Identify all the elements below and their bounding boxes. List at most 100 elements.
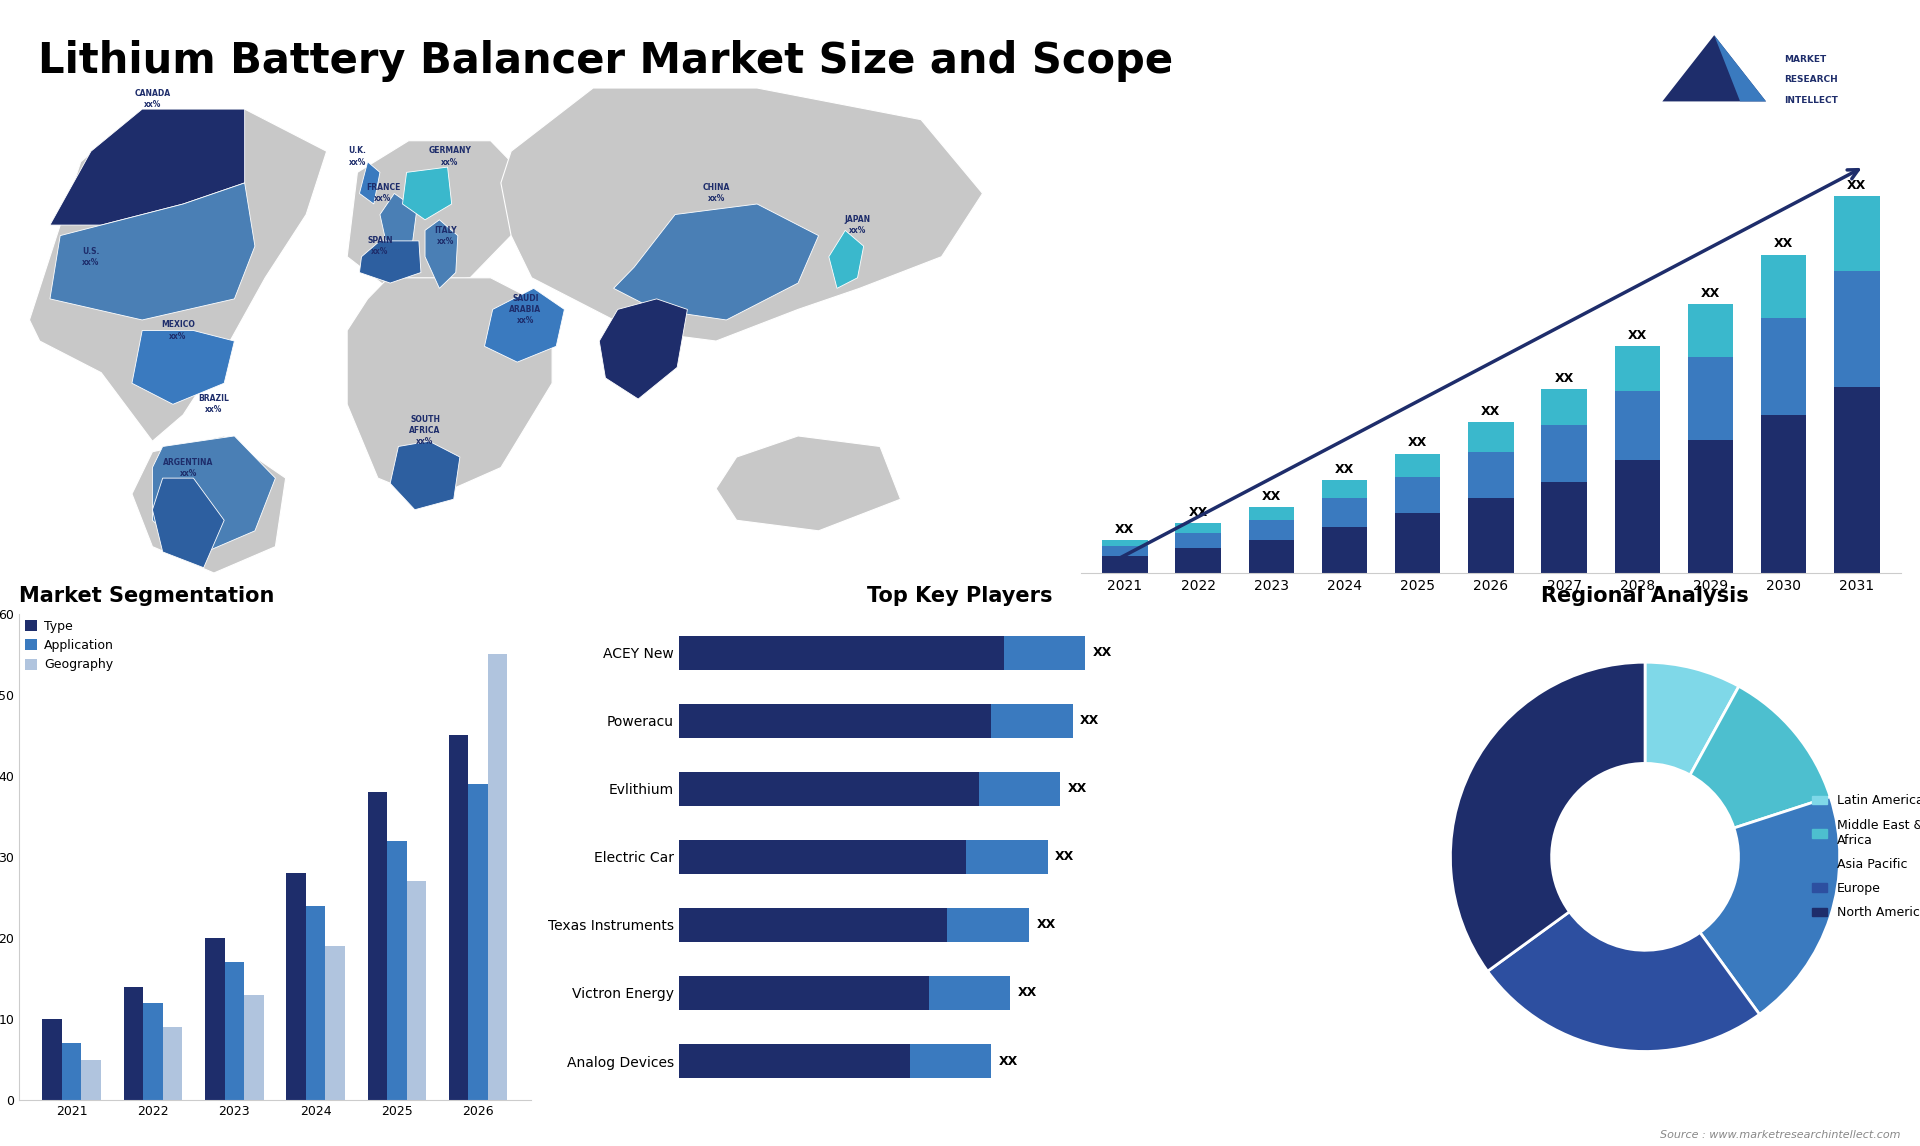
Polygon shape bbox=[380, 194, 417, 251]
Text: Source : www.marketresearchintellect.com: Source : www.marketresearchintellect.com bbox=[1661, 1130, 1901, 1140]
Bar bbox=[144, 1003, 163, 1100]
Text: XX: XX bbox=[1407, 437, 1427, 449]
Polygon shape bbox=[348, 277, 553, 500]
Wedge shape bbox=[1488, 912, 1759, 1052]
Text: XX: XX bbox=[1054, 850, 1075, 863]
Bar bbox=[1175, 524, 1221, 533]
Text: XX: XX bbox=[1116, 523, 1135, 535]
Bar bbox=[388, 841, 407, 1100]
Text: XX: XX bbox=[1092, 646, 1112, 659]
Legend: Latin America, Middle East &
Africa, Asia Pacific, Europe, North America: Latin America, Middle East & Africa, Asi… bbox=[1807, 790, 1920, 925]
Polygon shape bbox=[614, 204, 818, 320]
Bar bbox=[1248, 507, 1294, 520]
Bar bbox=[1542, 388, 1586, 425]
Wedge shape bbox=[1690, 686, 1830, 827]
Text: XX: XX bbox=[1847, 179, 1866, 193]
Text: XX: XX bbox=[1334, 463, 1354, 476]
Bar bbox=[1542, 425, 1586, 481]
Bar bbox=[678, 704, 991, 738]
Wedge shape bbox=[1450, 662, 1645, 972]
Text: XX: XX bbox=[1628, 329, 1647, 342]
Polygon shape bbox=[716, 435, 900, 531]
Bar bbox=[305, 905, 324, 1100]
Polygon shape bbox=[424, 220, 457, 289]
Bar bbox=[1615, 391, 1661, 461]
Text: SOUTH
AFRICA
xx%: SOUTH AFRICA xx% bbox=[409, 415, 442, 446]
Bar bbox=[1004, 636, 1085, 669]
Polygon shape bbox=[152, 435, 275, 557]
Text: MARKET: MARKET bbox=[1784, 55, 1826, 64]
Polygon shape bbox=[132, 330, 234, 405]
Bar bbox=[1396, 477, 1440, 513]
Bar bbox=[123, 987, 144, 1100]
Text: GERMANY
xx%: GERMANY xx% bbox=[428, 147, 470, 166]
Polygon shape bbox=[501, 88, 983, 342]
Text: BRAZIL
xx%: BRAZIL xx% bbox=[198, 394, 228, 415]
Bar bbox=[1469, 422, 1513, 452]
Bar bbox=[1834, 272, 1880, 387]
Text: XX: XX bbox=[1188, 507, 1208, 519]
Polygon shape bbox=[348, 141, 532, 289]
Bar bbox=[678, 1044, 910, 1078]
Bar bbox=[1102, 540, 1148, 547]
Polygon shape bbox=[29, 109, 326, 441]
Text: RESEARCH: RESEARCH bbox=[1784, 76, 1837, 85]
Text: XX: XX bbox=[1555, 371, 1574, 385]
Polygon shape bbox=[50, 109, 244, 225]
Bar bbox=[81, 1060, 102, 1100]
Text: XX: XX bbox=[1081, 714, 1100, 728]
Bar bbox=[979, 771, 1060, 806]
Bar bbox=[910, 1044, 991, 1078]
Text: XX: XX bbox=[1037, 918, 1056, 932]
Polygon shape bbox=[390, 441, 461, 510]
Bar bbox=[678, 771, 979, 806]
Text: INTELLECT: INTELLECT bbox=[1784, 96, 1837, 104]
Bar bbox=[947, 908, 1029, 942]
Bar bbox=[244, 995, 263, 1100]
Text: XX: XX bbox=[1261, 489, 1281, 502]
Wedge shape bbox=[1699, 796, 1839, 1014]
Bar bbox=[1396, 454, 1440, 477]
Text: FRANCE
xx%: FRANCE xx% bbox=[367, 183, 399, 204]
Bar bbox=[163, 1027, 182, 1100]
Bar bbox=[1321, 499, 1367, 526]
Polygon shape bbox=[359, 241, 420, 283]
Bar bbox=[488, 654, 507, 1100]
Bar bbox=[1469, 452, 1513, 499]
Bar bbox=[225, 963, 244, 1100]
Bar bbox=[1102, 557, 1148, 573]
Bar bbox=[1834, 196, 1880, 272]
Polygon shape bbox=[829, 230, 864, 289]
Polygon shape bbox=[599, 299, 687, 399]
Bar bbox=[1321, 526, 1367, 573]
Polygon shape bbox=[1663, 36, 1766, 102]
Text: XX: XX bbox=[1774, 237, 1793, 250]
Wedge shape bbox=[1645, 662, 1740, 775]
Title: Regional Analysis: Regional Analysis bbox=[1542, 587, 1749, 606]
Text: XX: XX bbox=[1068, 783, 1087, 795]
Text: XX: XX bbox=[1480, 405, 1501, 418]
Bar bbox=[1248, 520, 1294, 540]
Text: U.K.
xx%: U.K. xx% bbox=[348, 147, 367, 166]
Bar bbox=[1615, 461, 1661, 573]
Bar bbox=[1175, 533, 1221, 548]
Polygon shape bbox=[50, 183, 255, 320]
Bar bbox=[468, 784, 488, 1100]
Text: XX: XX bbox=[1701, 288, 1720, 300]
Text: SAUDI
ARABIA
xx%: SAUDI ARABIA xx% bbox=[509, 293, 541, 325]
Text: ITALY
xx%: ITALY xx% bbox=[434, 226, 457, 245]
Title: Top Key Players: Top Key Players bbox=[868, 587, 1052, 606]
Bar bbox=[324, 947, 346, 1100]
Bar bbox=[1688, 305, 1734, 358]
Bar bbox=[1761, 415, 1807, 573]
Bar bbox=[449, 736, 468, 1100]
Bar bbox=[1542, 481, 1586, 573]
Bar bbox=[1248, 540, 1294, 573]
Bar bbox=[205, 937, 225, 1100]
Text: XX: XX bbox=[1018, 987, 1037, 999]
Text: JAPAN
xx%: JAPAN xx% bbox=[845, 215, 870, 235]
Bar bbox=[678, 908, 947, 942]
Bar bbox=[1469, 499, 1513, 573]
Bar bbox=[1615, 346, 1661, 391]
Bar bbox=[1834, 387, 1880, 573]
